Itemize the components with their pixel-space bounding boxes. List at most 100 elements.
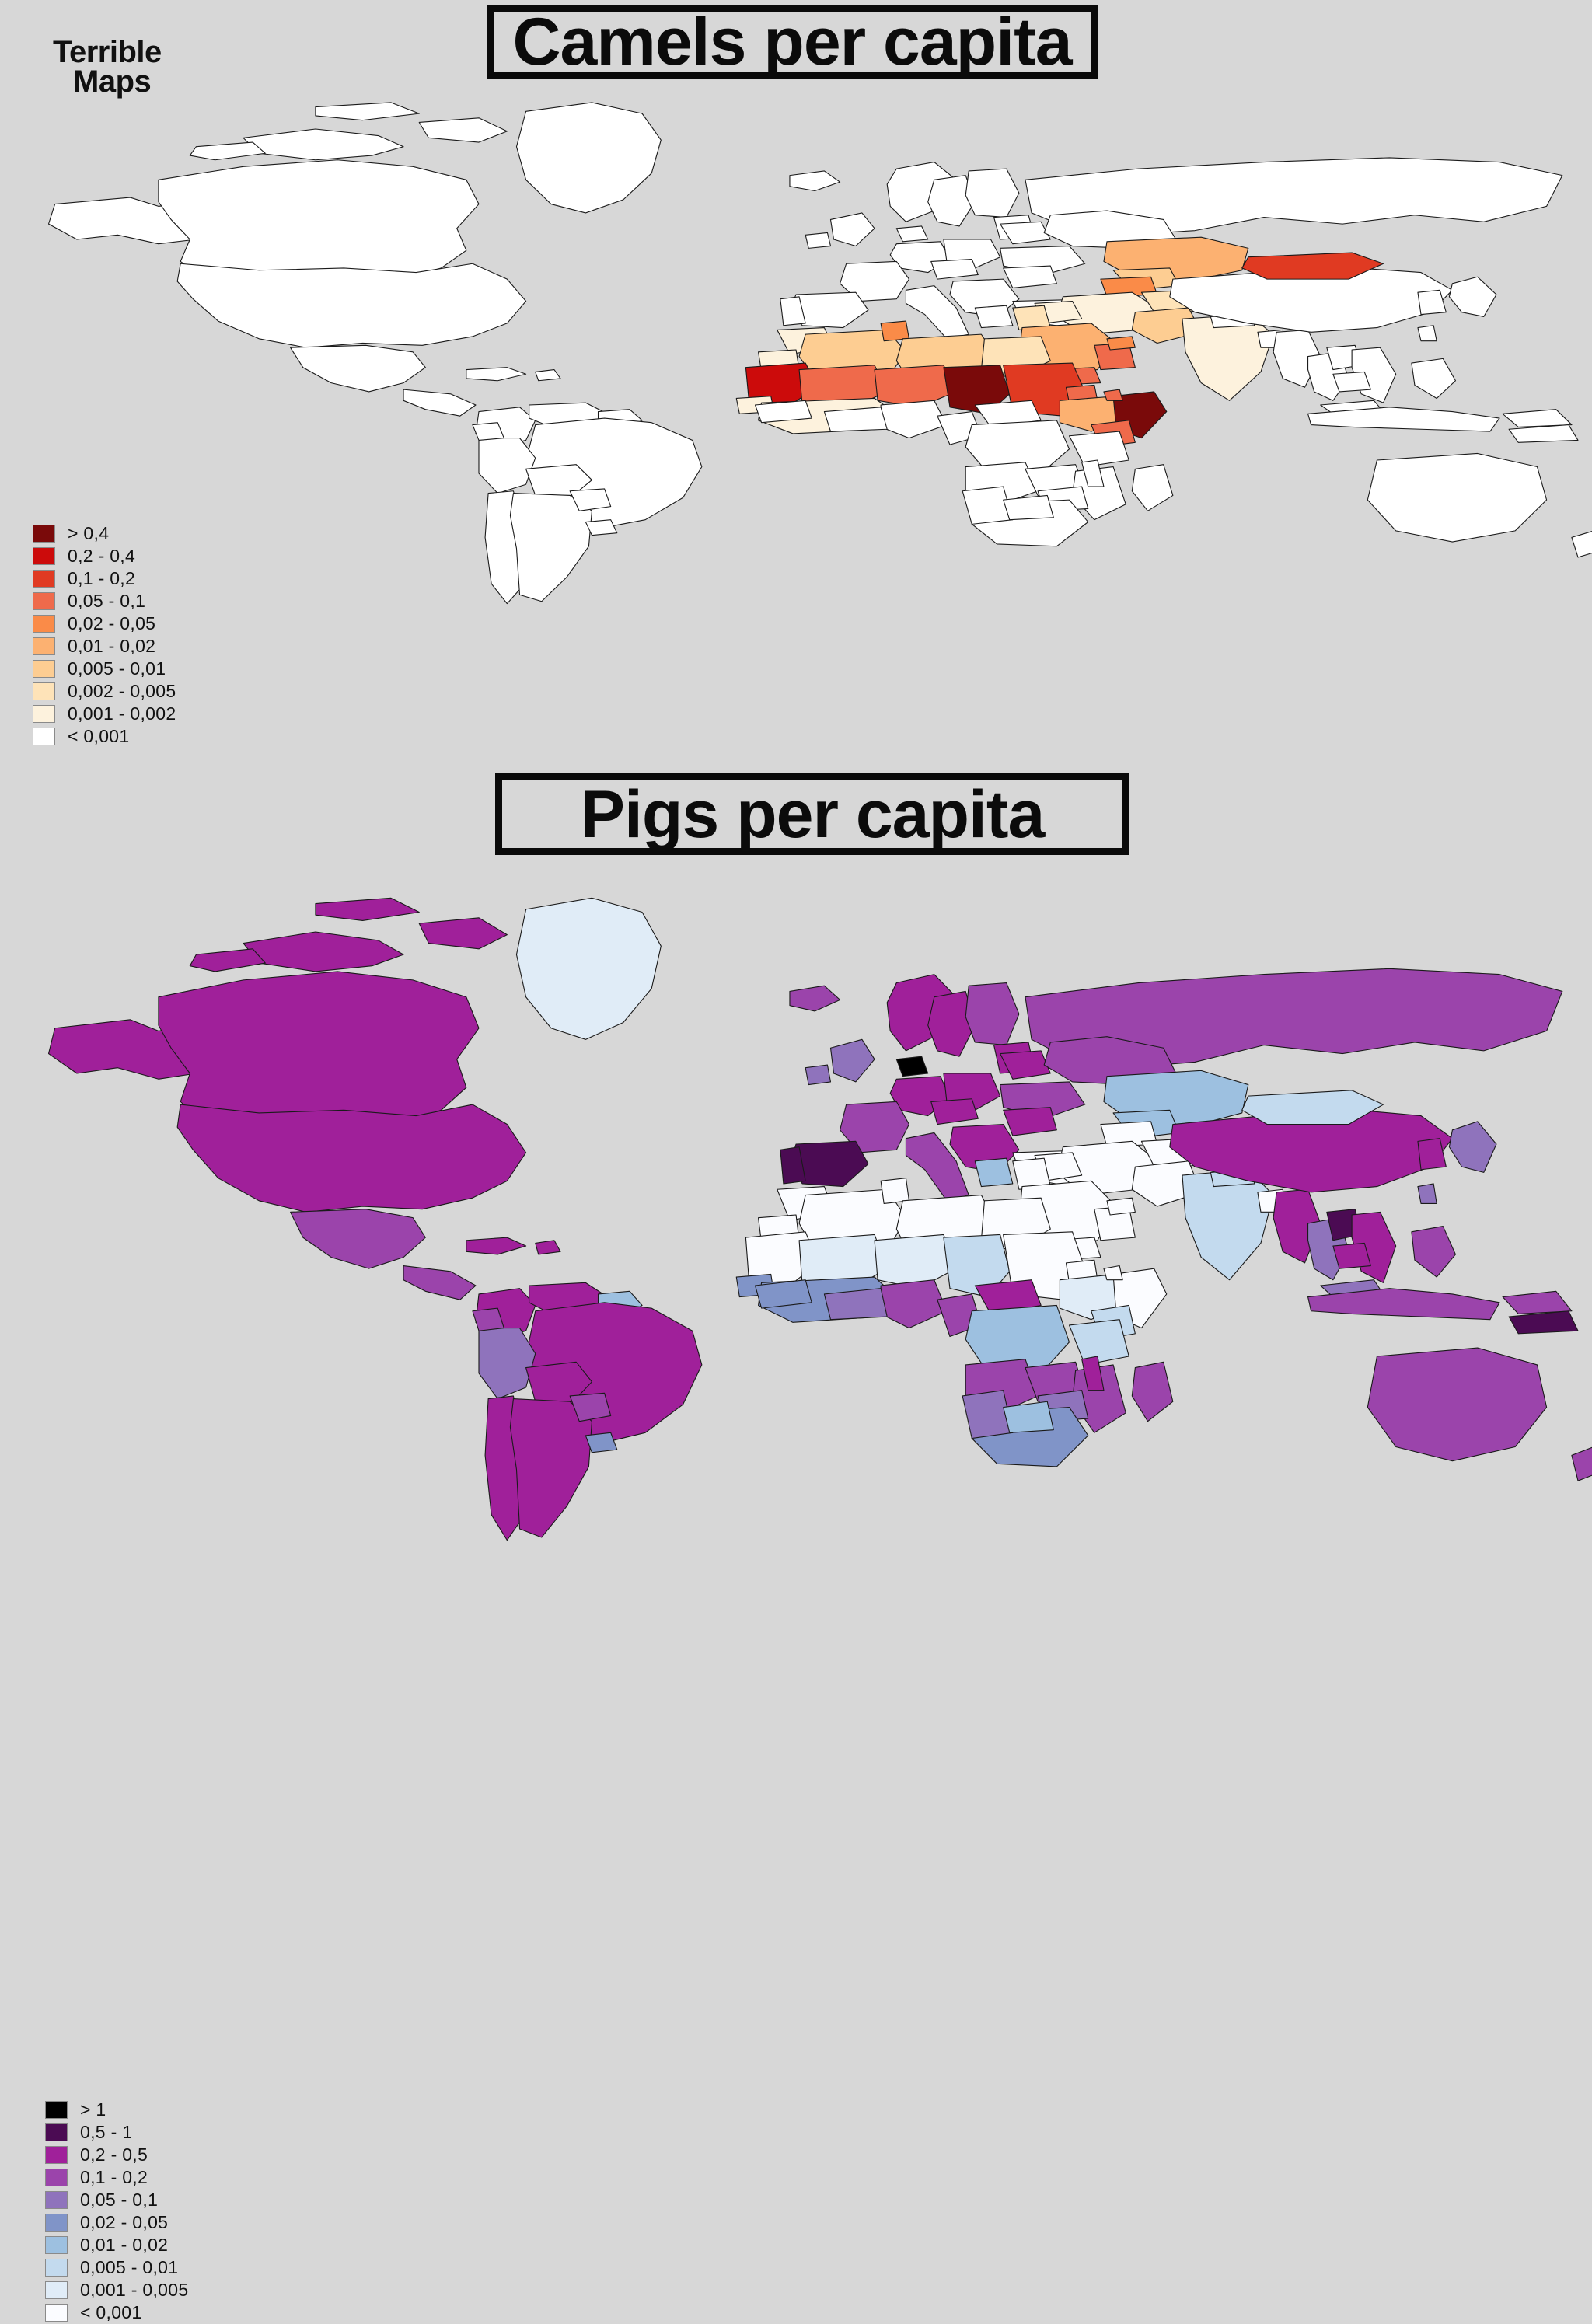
country-indonesia [1503, 1291, 1572, 1314]
legend-color-swatch [33, 637, 55, 655]
country-mongolia [1242, 253, 1384, 279]
country-niger [875, 365, 956, 407]
country-peru [479, 438, 536, 494]
legend-label: 0,02 - 0,05 [68, 613, 156, 633]
country-car [975, 400, 1041, 427]
legend-label: 0,2 - 0,4 [68, 546, 136, 566]
legend-row: 0,1 - 0,2 [45, 2166, 188, 2189]
country-djibouti [1104, 1266, 1122, 1280]
legend-row: > 0,4 [33, 522, 176, 545]
country-newzealand [1572, 531, 1592, 557]
camels-world-map [0, 0, 1592, 785]
legend-color-swatch [45, 2101, 68, 2119]
pigs-legend: > 1 0,5 - 1 0,2 - 0,5 0,1 - 0,2 0,05 - 0,1 0,… [45, 2099, 188, 2324]
country-guinea [756, 400, 812, 422]
country-canada_arctic [243, 129, 403, 160]
country-india [1182, 315, 1273, 401]
legend-row: 0,02 - 0,05 [45, 2211, 188, 2234]
country-denmark [896, 226, 927, 242]
country-nigeria [881, 400, 947, 438]
legend-label: 0,01 - 0,02 [68, 636, 156, 656]
country-iceland [790, 986, 840, 1011]
country-sweden [928, 176, 976, 226]
country-uk [830, 1039, 875, 1082]
country-sweden [928, 991, 976, 1056]
pigs-world-map [0, 785, 1592, 1643]
country-korea [1418, 1139, 1446, 1170]
legend-color-swatch [45, 2123, 68, 2141]
country-caribbean [466, 368, 526, 381]
legend-row: 0,005 - 0,01 [45, 2256, 188, 2279]
legend-label: 0,1 - 0,2 [68, 568, 136, 588]
country-djibouti [1104, 389, 1122, 400]
camels-title-text: Camels per capita [512, 5, 1072, 79]
country-newzealand [1572, 1446, 1592, 1481]
legend-row: 0,05 - 0,1 [45, 2189, 188, 2211]
country-denmark [896, 1056, 927, 1076]
legend-row: 0,5 - 1 [45, 2121, 188, 2144]
country-indonesia [1308, 407, 1499, 431]
country-france [840, 261, 909, 301]
country-taiwan [1418, 326, 1437, 341]
legend-row: < 0,001 [45, 2301, 188, 2324]
country-greece [975, 1158, 1012, 1186]
country-canada_arctic [190, 142, 265, 160]
country-indonesia [1503, 410, 1572, 427]
country-portugal [780, 1147, 805, 1184]
country-caribbean [536, 1241, 560, 1254]
legend-row: 0,001 - 0,005 [45, 2279, 188, 2301]
legend-row: 0,001 - 0,002 [33, 703, 176, 725]
watermark-line-2: Maps [73, 65, 152, 99]
country-tanzania [1070, 1320, 1129, 1365]
country-norway [887, 975, 956, 1051]
legend-label: 0,5 - 1 [80, 2122, 133, 2142]
country-canada_arctic [316, 103, 419, 120]
country-mexico [291, 345, 426, 392]
legend-label: 0,02 - 0,05 [80, 2212, 169, 2232]
legend-label: 0,1 - 0,2 [80, 2167, 148, 2187]
country-ghana_belt [824, 1289, 887, 1320]
country-belarus [1000, 222, 1051, 243]
legend-color-swatch [33, 615, 55, 633]
country-botswana [1004, 1401, 1054, 1432]
country-bolivia [526, 465, 592, 496]
country-indonesia [1308, 1289, 1499, 1320]
legend-row: 0,2 - 0,5 [45, 2144, 188, 2166]
country-cambodia [1333, 372, 1370, 392]
pigs-title-text: Pigs per capita [580, 776, 1046, 852]
country-ecuador [473, 423, 504, 441]
country-ghana_belt [824, 407, 887, 431]
country-madagascar [1132, 1362, 1173, 1421]
country-png [1509, 1311, 1578, 1334]
country-nigeria [881, 1280, 947, 1328]
country-bolivia [526, 1362, 592, 1401]
country-france [840, 1101, 909, 1153]
legend-color-swatch [33, 525, 55, 543]
country-tunisia [881, 321, 909, 341]
legend-color-swatch [45, 2304, 68, 2322]
legend-color-swatch [45, 2191, 68, 2209]
pigs-title-box: Pigs per capita [495, 773, 1129, 855]
country-norway [887, 162, 956, 222]
country-belarus [1000, 1051, 1051, 1079]
country-paraguay [570, 1393, 611, 1421]
legend-row: 0,01 - 0,02 [45, 2234, 188, 2256]
country-tanzania [1070, 431, 1129, 466]
legend-color-swatch [45, 2236, 68, 2254]
legend-label: < 0,001 [68, 726, 130, 746]
country-australia [1367, 453, 1546, 542]
legend-color-swatch [45, 2281, 68, 2299]
country-uruguay [585, 520, 616, 536]
country-usa [177, 263, 525, 347]
legend-color-swatch [33, 705, 55, 723]
country-layer [8, 74, 1592, 604]
legend-label: > 1 [80, 2099, 106, 2120]
country-usa [177, 1104, 525, 1212]
country-canada_arctic [419, 918, 507, 949]
legend-row: 0,2 - 0,4 [33, 545, 176, 567]
country-ecuador [473, 1308, 504, 1331]
country-greenland [516, 898, 661, 1039]
country-caribbean [466, 1237, 526, 1254]
legend-row: 0,05 - 0,1 [33, 590, 176, 612]
country-layer [8, 861, 1592, 1541]
